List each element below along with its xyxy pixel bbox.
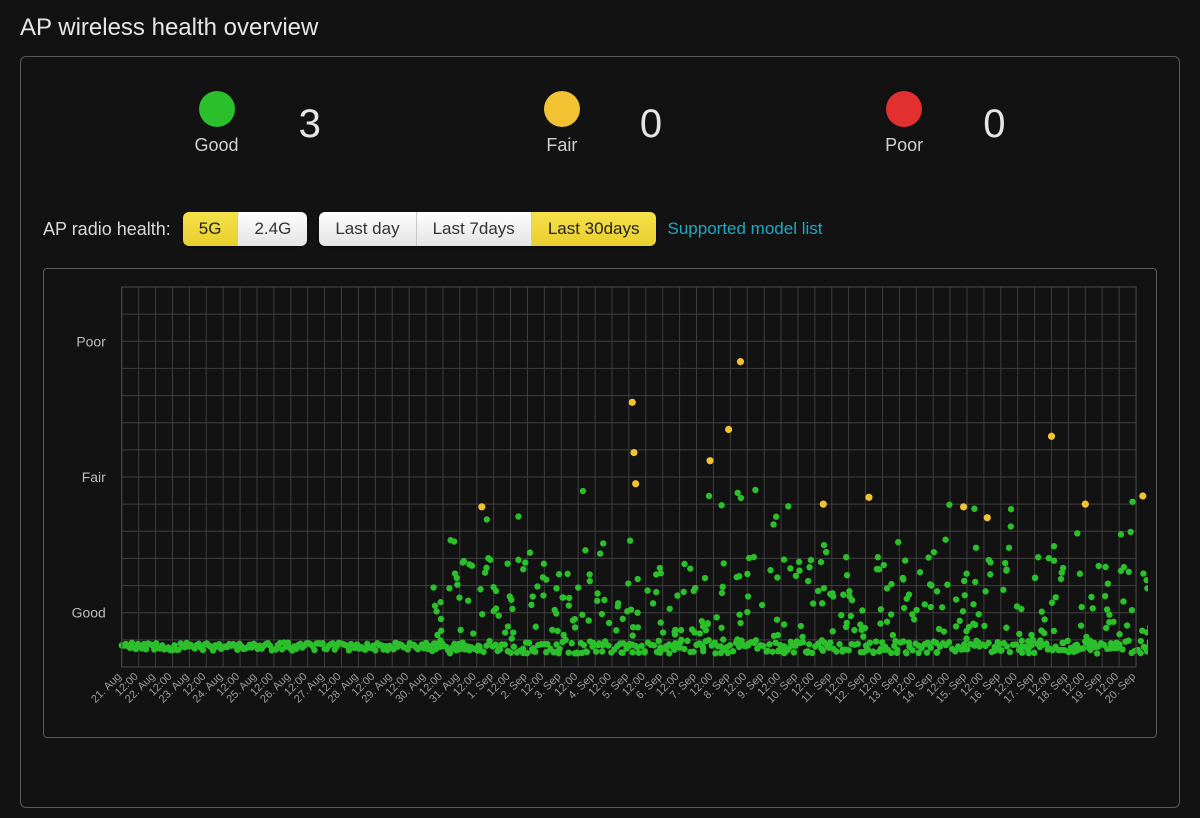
period-toggle-group: Last dayLast 7daysLast 30days [319,212,655,246]
page-root: AP wireless health overview Good3Fair0Po… [0,0,1200,818]
status-indicator-good: Good [195,91,239,156]
band-toggle-group: 5G2.4G [183,212,308,246]
filter-label: AP radio health: [43,219,171,240]
poor-dot-icon [886,91,922,127]
band-toggle-24g[interactable]: 2.4G [238,212,307,246]
svg-text:Fair: Fair [82,469,106,485]
good-dot-icon [199,91,235,127]
svg-text:Good: Good [72,605,106,621]
status-row: Good 3 Fair 0 Poor 0 [83,91,1117,156]
status-label-fair: Fair [546,135,577,156]
status-indicator-fair: Fair [544,91,580,156]
status-indicator-poor: Poor [885,91,923,156]
band-toggle-5g[interactable]: 5G [183,212,239,246]
period-toggle-last-day[interactable]: Last day [319,212,416,246]
fair-dot-icon [544,91,580,127]
status-item-poor: Poor 0 [885,91,1005,156]
period-toggle-last-30days[interactable]: Last 30days [532,212,656,246]
health-scatter-chart: PoorFairGood21. Aug12:0022. Aug12:0023. … [43,268,1157,738]
status-label-good: Good [195,135,239,156]
status-item-good: Good 3 [195,91,321,156]
svg-text:Poor: Poor [76,333,106,349]
status-label-poor: Poor [885,135,923,156]
period-toggle-last-7days[interactable]: Last 7days [417,212,532,246]
page-title: AP wireless health overview [20,14,1180,42]
status-value-poor: 0 [983,104,1005,144]
overview-panel: Good 3 Fair 0 Poor 0 AP radio health: 5G2.4G … [20,56,1180,808]
status-value-good: 3 [299,104,321,144]
filter-row: AP radio health: 5G2.4G Last dayLast 7da… [43,212,1157,246]
supported-model-link[interactable]: Supported model list [668,219,823,239]
status-item-fair: Fair 0 [544,91,662,156]
status-value-fair: 0 [640,104,662,144]
